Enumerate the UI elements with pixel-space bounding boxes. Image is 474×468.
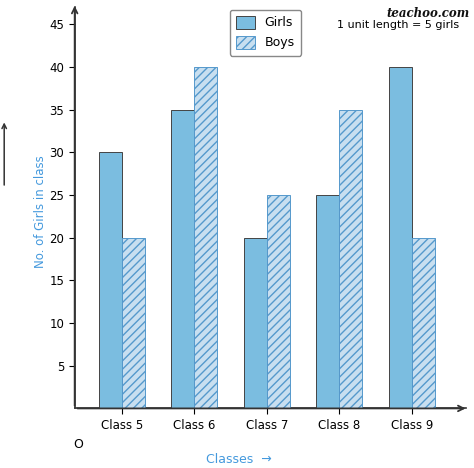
Bar [389, 67, 412, 409]
Bar [99, 153, 122, 409]
Text: Classes  →: Classes → [206, 453, 272, 466]
Y-axis label: No. of Girls in class  : No. of Girls in class [34, 148, 46, 268]
Bar [412, 238, 435, 409]
Bar [194, 67, 218, 409]
Text: 1 unit length = 5 girls: 1 unit length = 5 girls [337, 21, 459, 30]
Legend: Girls, Boys: Girls, Boys [230, 9, 301, 56]
Text: O: O [73, 439, 83, 451]
Bar [171, 110, 194, 409]
Text: teachoo.com: teachoo.com [386, 7, 469, 20]
Bar [339, 110, 363, 409]
Bar [244, 238, 267, 409]
Bar [316, 195, 339, 409]
Bar [122, 238, 145, 409]
Bar [267, 195, 290, 409]
